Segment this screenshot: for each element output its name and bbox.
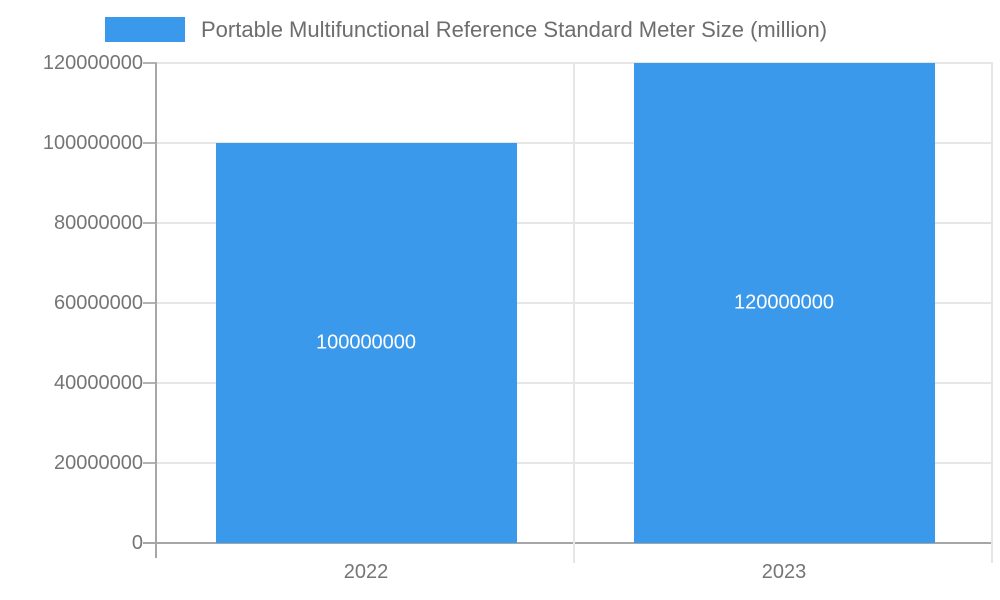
y-tick-label: 80000000: [54, 212, 143, 234]
y-axis-line: [155, 63, 157, 558]
gridline: [157, 222, 993, 224]
legend-swatch: [105, 17, 185, 42]
x-axis-baseline: [143, 542, 993, 544]
gridline: [157, 462, 993, 464]
y-tick-label: 0: [131, 532, 143, 554]
y-tick-label: 100000000: [42, 132, 143, 154]
gridline: [157, 142, 993, 144]
y-tickmark: [143, 222, 157, 224]
y-tickmark: [143, 462, 157, 464]
bar: [633, 63, 935, 543]
bar: [215, 143, 517, 543]
plot-area: 0 20000000 40000000 60000000 80000000 1000000…: [43, 52, 993, 583]
y-tick-label: 120000000: [42, 52, 143, 74]
gridline: [157, 62, 993, 64]
category-boundary-gridline: [573, 63, 575, 563]
y-tickmark: [143, 302, 157, 304]
legend-label: Portable Multifunctional Reference Stand…: [201, 17, 828, 42]
y-tick-label: 20000000: [54, 452, 143, 474]
y-tick-label: 40000000: [54, 372, 143, 394]
y-tickmark: [143, 382, 157, 384]
x-tick-label: 2022: [343, 561, 389, 583]
gridline: [157, 302, 993, 304]
legend: Portable Multifunctional Reference Stand…: [105, 17, 827, 42]
y-tickmark: [143, 62, 157, 64]
x-tick-label: 2023: [761, 561, 807, 583]
y-tickmark: [143, 142, 157, 144]
category-boundary-gridline: [991, 63, 993, 563]
gridline: [157, 382, 993, 384]
bar-value-label: 120000000: [733, 291, 835, 314]
bar-value-label: 100000000: [315, 331, 417, 354]
y-tick-label: 60000000: [54, 292, 143, 314]
